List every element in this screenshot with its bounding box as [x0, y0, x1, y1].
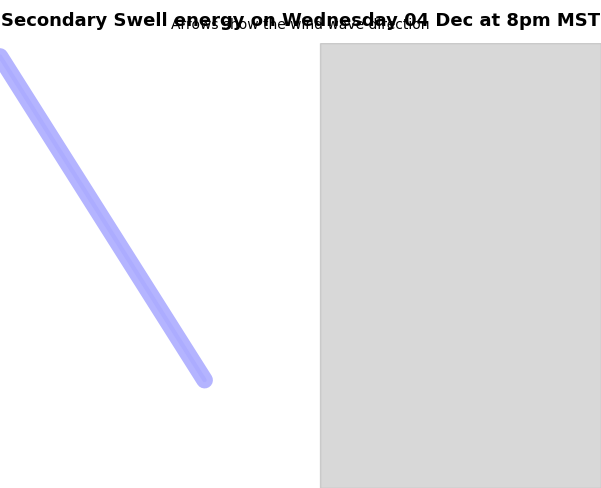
- Text: Secondary Swell energy on Wednesday 04 Dec at 8pm MST: Secondary Swell energy on Wednesday 04 D…: [1, 12, 600, 30]
- Bar: [320, 44, 601, 488]
- Text: Arrows show the wind wave direction: Arrows show the wind wave direction: [171, 18, 430, 32]
